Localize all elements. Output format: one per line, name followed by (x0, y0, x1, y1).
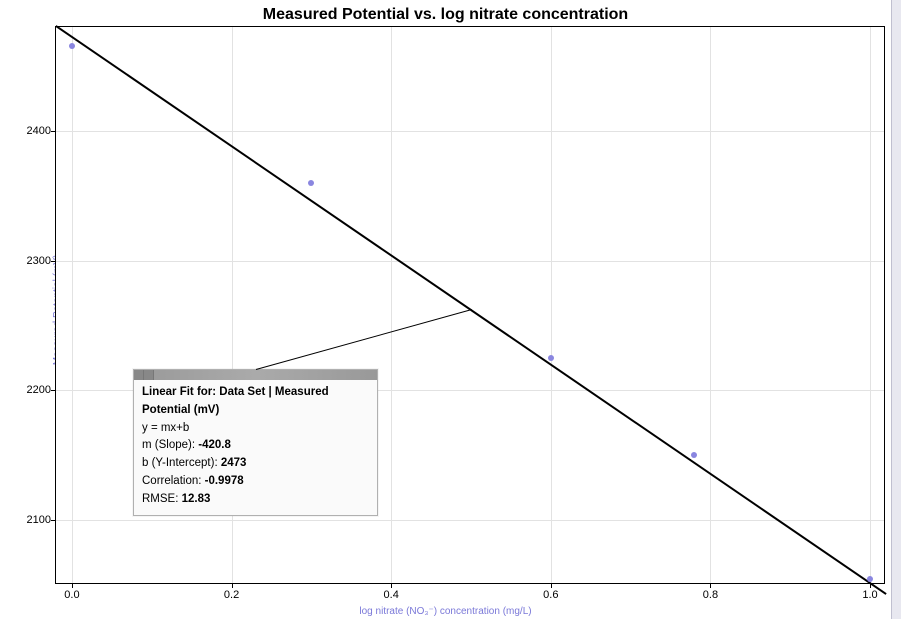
ytick-mark (51, 390, 56, 391)
gridline-vertical (551, 27, 552, 583)
data-point[interactable] (548, 355, 554, 361)
gridline-horizontal (56, 131, 884, 132)
gridline-vertical (710, 27, 711, 583)
xtick-mark (710, 583, 711, 588)
ytick-label: 2400 (16, 125, 51, 137)
fit-box-title: Linear Fit for: Data Set | Measured Pote… (142, 384, 369, 420)
chart-title: Measured Potential vs. log nitrate conce… (0, 6, 891, 24)
xtick-mark (232, 583, 233, 588)
ytick-mark (51, 131, 56, 132)
ytick-mark (51, 520, 56, 521)
xtick-label: 0.2 (224, 589, 239, 601)
gridline-vertical (870, 27, 871, 583)
ytick-label: 2300 (16, 255, 51, 267)
fit-box-equation: y = mx+b (142, 420, 369, 438)
fit-box-header-grip (144, 370, 154, 380)
fit-box-drag-handle[interactable] (134, 370, 377, 380)
fit-box-intercept: b (Y-Intercept): 2473 (142, 455, 369, 473)
xtick-mark (551, 583, 552, 588)
gridline-horizontal (56, 520, 884, 521)
data-point[interactable] (691, 452, 697, 458)
gridline-vertical (72, 27, 73, 583)
data-point[interactable] (308, 180, 314, 186)
chart-container: Measured Potential vs. log nitrate conce… (0, 0, 891, 619)
fit-box-rmse: RMSE: 12.83 (142, 491, 369, 509)
ytick-label: 2200 (16, 384, 51, 396)
scrollbar-track[interactable] (891, 0, 901, 619)
xtick-label: 0.4 (384, 589, 399, 601)
plot-area[interactable]: 0.00.20.40.60.81.02100220023002400Linear… (55, 26, 885, 584)
xtick-label: 0.6 (543, 589, 558, 601)
x-axis-label: log nitrate (NO₃⁻) concentration (mg/L) (0, 606, 891, 617)
gridline-vertical (391, 27, 392, 583)
fit-box-header-grip (134, 370, 144, 380)
xtick-label: 1.0 (862, 589, 877, 601)
fit-box-body: Linear Fit for: Data Set | Measured Pote… (134, 380, 377, 515)
xtick-mark (72, 583, 73, 588)
ytick-label: 2100 (16, 514, 51, 526)
xtick-label: 0.0 (64, 589, 79, 601)
gridline-horizontal (56, 261, 884, 262)
ytick-mark (51, 261, 56, 262)
xtick-label: 0.8 (703, 589, 718, 601)
fit-info-box[interactable]: Linear Fit for: Data Set | Measured Pote… (133, 369, 378, 516)
fit-box-slope: m (Slope): -420.8 (142, 437, 369, 455)
fit-box-indicator-line (255, 309, 471, 370)
xtick-mark (391, 583, 392, 588)
data-point[interactable] (867, 576, 873, 582)
data-point[interactable] (69, 43, 75, 49)
fit-box-correlation: Correlation: -0.9978 (142, 473, 369, 491)
